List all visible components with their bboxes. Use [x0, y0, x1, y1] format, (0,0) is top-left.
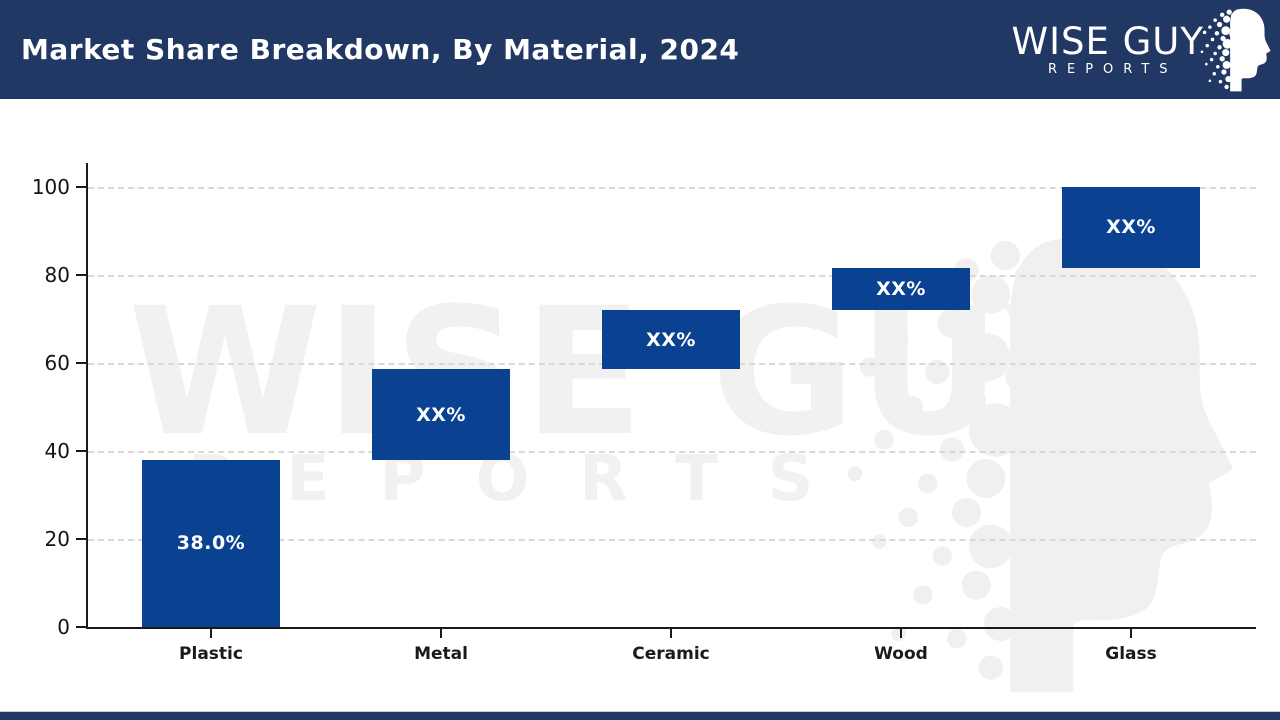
x-tick-mark [210, 629, 212, 638]
y-tick-label: 0 [57, 615, 70, 639]
wiseguy-head-icon [1200, 8, 1271, 91]
x-axis-line [86, 627, 1256, 629]
y-tick-mark [76, 185, 86, 188]
x-tick-mark [670, 629, 672, 638]
header-bar: Market Share Breakdown, By Material, 202… [0, 0, 1280, 99]
y-tick-mark [76, 537, 86, 540]
y-tick-label: 100 [31, 174, 70, 199]
gridline [88, 274, 1256, 277]
bar-wood: XX% [832, 268, 970, 310]
gridline [88, 186, 1256, 189]
y-tick-label: 60 [44, 350, 70, 375]
logo-wordmark: WISE GUY REPORTS [1012, 23, 1204, 76]
logo-line1: WISE GUY [1011, 20, 1204, 63]
bar-value-label: XX% [646, 328, 696, 351]
bar-value-label: XX% [416, 403, 466, 426]
x-tick-mark [440, 629, 442, 638]
footer-bar [0, 711, 1280, 720]
y-tick-mark [76, 361, 86, 364]
x-tick-mark [1130, 629, 1132, 638]
y-tick-mark [76, 626, 86, 628]
bar-value-label: 38.0% [176, 532, 246, 555]
bar-glass: XX% [1062, 186, 1200, 269]
x-axis-label-wood: Wood [874, 644, 928, 664]
y-tick-mark [76, 449, 86, 452]
gridline [88, 538, 1256, 541]
x-tick-mark [900, 629, 902, 638]
logo-line2: REPORTS [1047, 62, 1178, 77]
bar-plastic: 38.0% [142, 459, 280, 627]
y-tick-label: 40 [44, 438, 70, 463]
bar-metal: XX% [372, 369, 510, 460]
wiseguy-logo: WISE GUY REPORTS [1012, 6, 1280, 94]
y-axis-line [86, 163, 88, 629]
x-axis-label-metal: Metal [414, 644, 468, 664]
chart-canvas: WISE GUY REPORTS 0 20 40 60 80 100 38.0% Plasti… [0, 99, 1280, 712]
x-axis-label-glass: Glass [1105, 644, 1157, 664]
bar-ceramic: XX% [602, 309, 740, 370]
y-tick-label: 20 [44, 526, 70, 551]
bar-value-label: XX% [876, 277, 926, 300]
y-tick-label: 80 [44, 262, 70, 287]
y-tick-mark [76, 273, 86, 276]
gridline [88, 450, 1256, 453]
x-axis-label-plastic: Plastic [179, 644, 243, 664]
plot-area: 0 20 40 60 80 100 38.0% Plastic XX% Metal XX% Ceram… [32, 163, 1256, 664]
page-title: Market Share Breakdown, By Material, 202… [21, 33, 740, 66]
x-axis-label-ceramic: Ceramic [632, 644, 710, 664]
bar-value-label: XX% [1106, 216, 1156, 239]
